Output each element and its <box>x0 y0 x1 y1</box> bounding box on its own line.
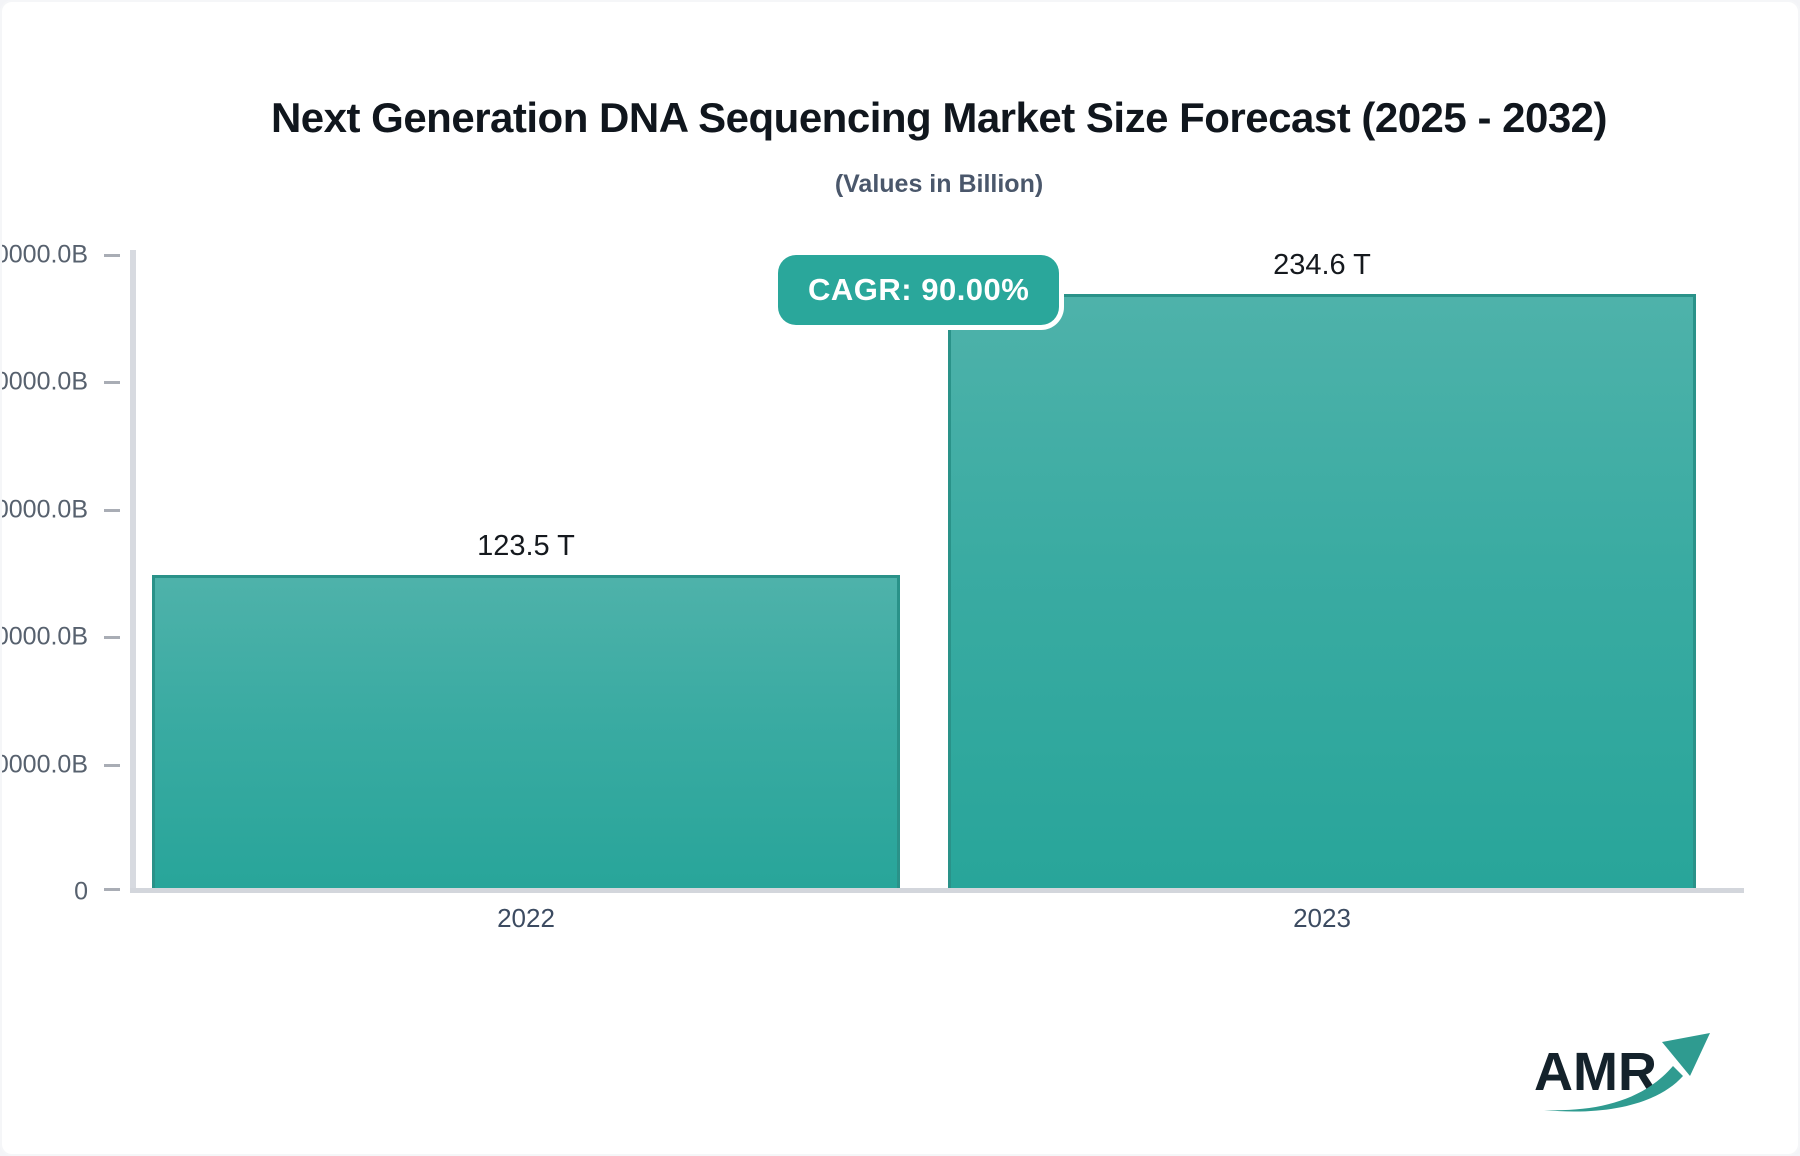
bar-group-2022: 123.5 T <box>152 255 900 888</box>
x-axis-line <box>130 888 1744 893</box>
bar-value-label-2023: 234.6 T <box>1273 249 1371 281</box>
y-tick-label-100000: 100000.0B <box>2 622 88 651</box>
x-tick-label-2022: 2022 <box>497 903 555 933</box>
y-tick-label-200000: 200000.0B <box>2 367 88 396</box>
amr-logo-arrowhead-icon <box>1662 1033 1710 1076</box>
y-axis-tick <box>104 381 120 384</box>
amr-logo-text: AMR <box>1534 1042 1657 1102</box>
y-tick-label-0: 0 <box>74 877 88 906</box>
bar-value-label-2022: 123.5 T <box>477 530 575 563</box>
y-axis-tick <box>104 509 120 512</box>
y-tick-label-50000: 50000.0B <box>2 750 88 779</box>
x-tick-label-2023: 2023 <box>1293 903 1351 933</box>
y-axis-tick <box>104 636 120 639</box>
bar-2023[interactable] <box>948 294 1696 888</box>
y-axis-tick <box>104 764 120 767</box>
cagr-badge-label: CAGR: 90.00% <box>808 272 1030 307</box>
y-axis-tick <box>104 888 120 891</box>
amr-logo: AMR <box>1534 1033 1710 1112</box>
y-tick-label-150000: 150000.0B <box>2 495 88 524</box>
bar-2022[interactable] <box>152 575 900 888</box>
y-axis-line <box>130 250 136 892</box>
plot-area: 123.5 T 234.6 T <box>136 249 1744 888</box>
y-axis-tick <box>104 254 120 257</box>
cagr-badge: CAGR: 90.00% <box>778 255 1060 325</box>
y-tick-label-250000: 250000.0B <box>2 240 88 269</box>
bar-group-2023: 234.6 T <box>948 249 1696 888</box>
chart-subtitle: (Values in Billion) <box>834 170 1044 198</box>
chart-title: Next Generation DNA Sequencing Market Si… <box>270 94 1608 141</box>
amr-logo-arrow-swoosh <box>1544 1066 1683 1112</box>
